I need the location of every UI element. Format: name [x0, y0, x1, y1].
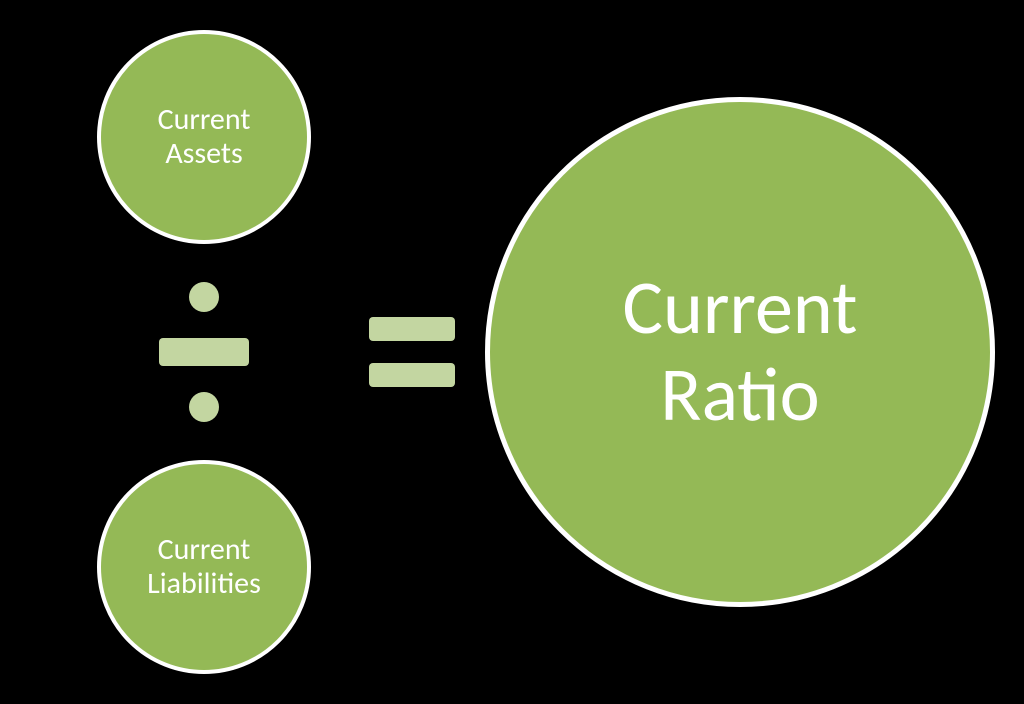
divide-bar [159, 338, 249, 366]
divide-dot-top [189, 282, 219, 312]
denominator-label: Current Liabilities [147, 533, 261, 602]
numerator-label: Current Assets [158, 103, 251, 172]
divide-dot-bottom [189, 392, 219, 422]
diagram-canvas: Current Assets Current Liabilities Curre… [0, 0, 1024, 704]
denominator-circle: Current Liabilities [97, 460, 311, 674]
equals-bar-bottom [369, 363, 455, 387]
numerator-circle: Current Assets [97, 30, 311, 244]
result-label: Current Ratio [623, 265, 858, 440]
equals-bar-top [369, 317, 455, 341]
result-circle: Current Ratio [485, 97, 995, 607]
